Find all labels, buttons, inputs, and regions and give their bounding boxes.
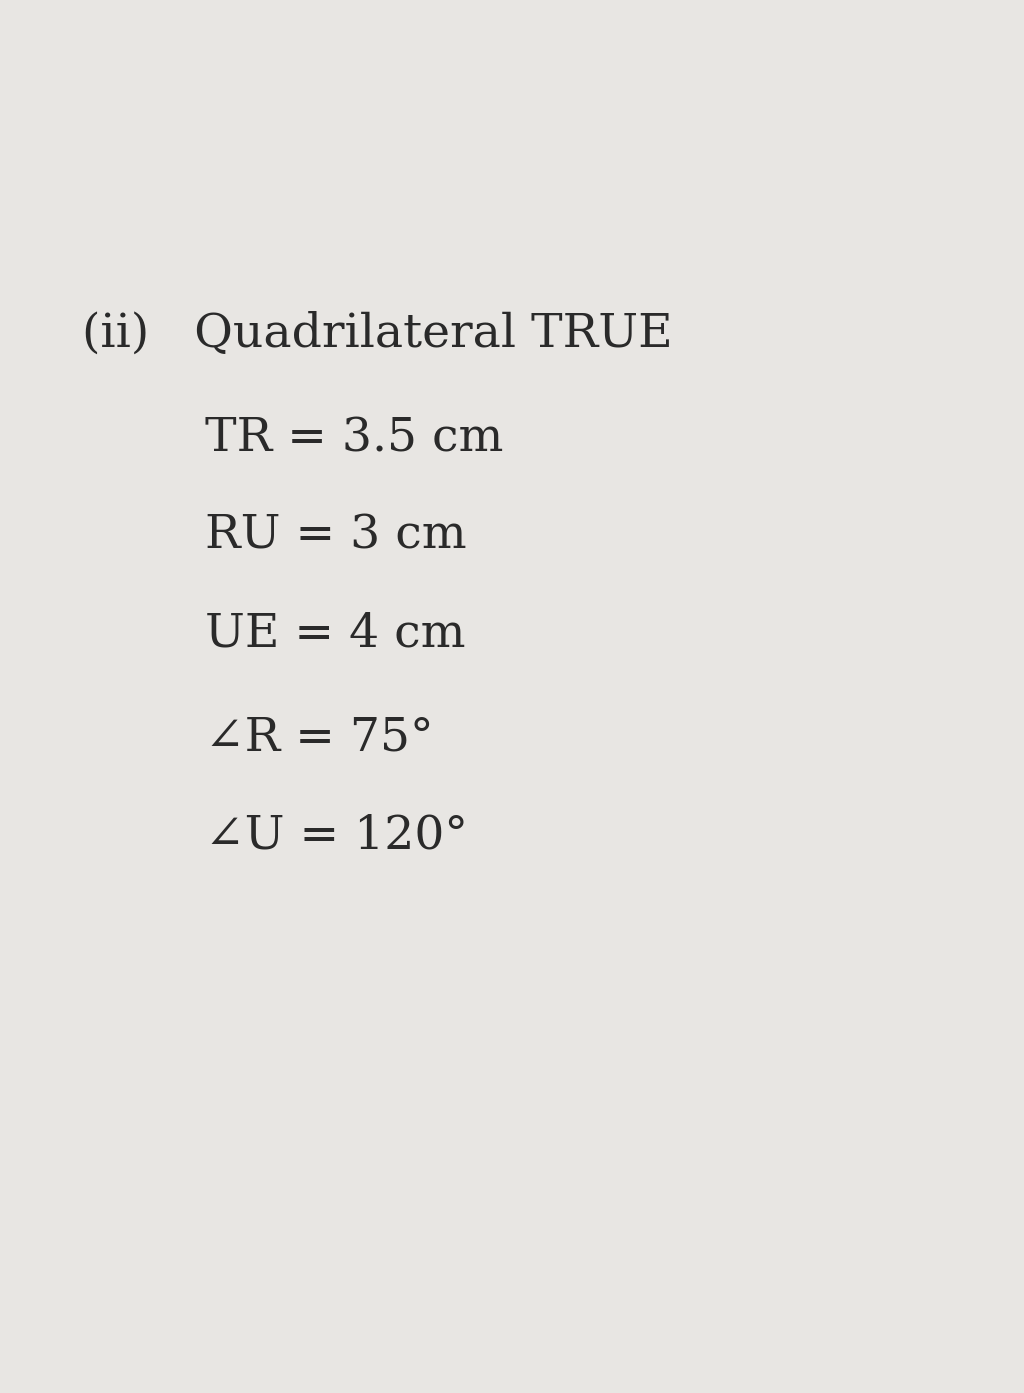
Text: RU = 3 cm: RU = 3 cm bbox=[205, 514, 466, 559]
Text: (ii)   Quadrilateral TRUE: (ii) Quadrilateral TRUE bbox=[82, 312, 673, 357]
Text: TR = 3.5 cm: TR = 3.5 cm bbox=[205, 417, 503, 461]
Text: UE = 4 cm: UE = 4 cm bbox=[205, 612, 465, 656]
Text: ∠R = 75°: ∠R = 75° bbox=[205, 716, 433, 761]
Text: ∠U = 120°: ∠U = 120° bbox=[205, 814, 468, 858]
